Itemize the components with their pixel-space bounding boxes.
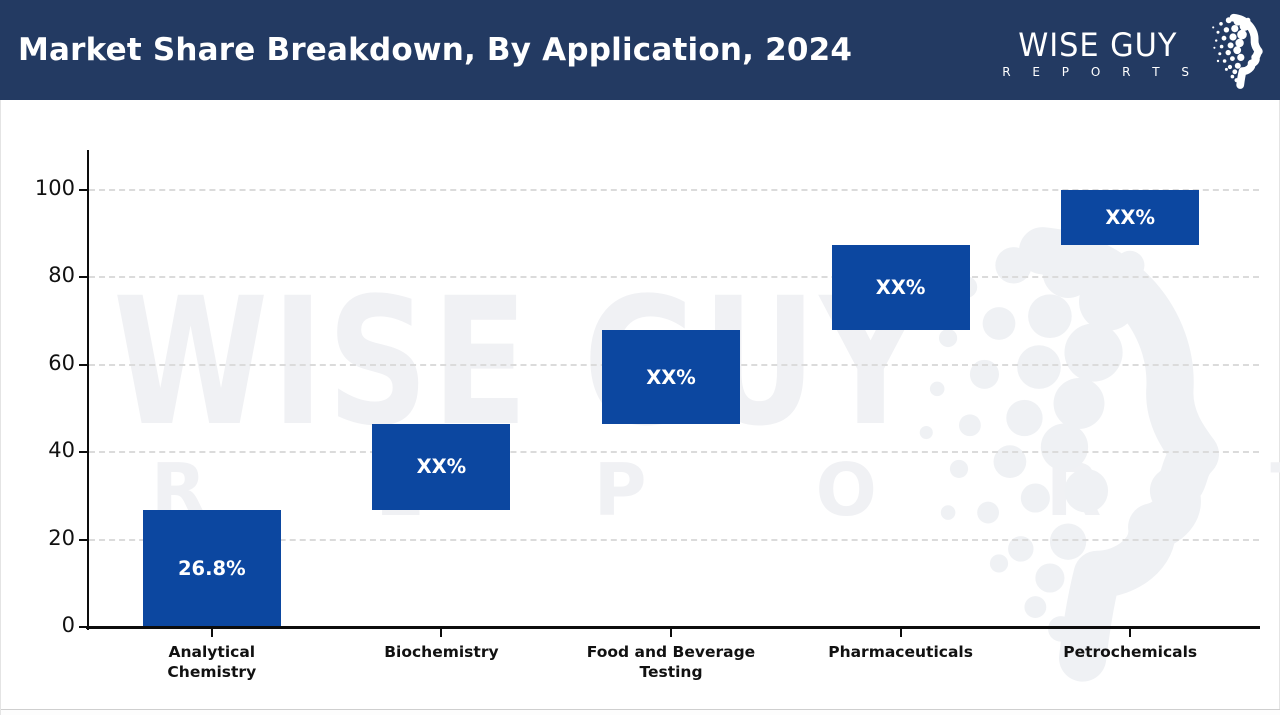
x-tick-mark [440, 629, 443, 637]
bar-value-label: XX% [646, 365, 696, 389]
y-tick-label: 0 [61, 613, 75, 637]
bottom-divider [1, 709, 1280, 715]
chart-area: WISE GUY R E P O R T S 02040608010026.8%… [0, 100, 1280, 715]
y-tick-label: 20 [48, 525, 75, 550]
x-tick-mark [670, 629, 672, 637]
y-tick-mark [79, 276, 87, 279]
bar-segment: 26.8% [142, 509, 281, 627]
gridline [89, 188, 1259, 191]
x-category-label: Food and Beverage Testing [586, 643, 756, 682]
bar-value-label: XX% [1105, 205, 1155, 229]
gridline [89, 538, 1259, 541]
x-category-label: Biochemistry [384, 643, 499, 661]
x-tick-mark [899, 629, 902, 637]
gridline [89, 451, 1259, 454]
dotted-head-icon [1212, 13, 1263, 89]
y-tick-mark [79, 363, 87, 366]
logo-line2: R E P O R T S [1002, 64, 1198, 79]
header-band: Market Share Breakdown, By Application, … [0, 0, 1280, 100]
bar-segment: XX% [602, 330, 740, 425]
logo-wordmark: WISE GUY R E P O R T S [998, 26, 1198, 79]
x-category-label: Petrochemicals [1063, 643, 1198, 661]
x-tick-mark [210, 629, 213, 637]
bar-segment: XX% [372, 424, 511, 510]
y-tick-mark [79, 451, 87, 454]
bar-value-label: XX% [416, 455, 467, 479]
y-tick-label: 60 [48, 350, 75, 375]
bar-value-label: 26.8% [177, 556, 246, 580]
watermark-head-icon [912, 227, 1220, 682]
y-axis-line [87, 150, 89, 630]
chart-title: Market Share Breakdown, By Application, … [18, 32, 853, 68]
bar-segment: XX% [831, 245, 970, 330]
bar-value-label: XX% [875, 276, 926, 300]
y-tick-mark [79, 626, 87, 628]
x-category-label: Analytical Chemistry [167, 643, 257, 682]
logo-line1: WISE GUY [1018, 25, 1178, 64]
gridline [89, 276, 1259, 279]
bar-segment: XX% [1061, 189, 1200, 246]
x-category-label: Pharmaceuticals [828, 643, 973, 661]
x-axis-line [86, 626, 1260, 629]
wiseguy-logo: WISE GUY R E P O R T S [998, 12, 1266, 92]
x-tick-mark [1129, 629, 1132, 637]
y-tick-mark [79, 188, 87, 191]
y-tick-label: 100 [34, 175, 75, 200]
y-tick-label: 40 [48, 438, 75, 463]
y-tick-mark [79, 538, 87, 541]
watermark-text-wiseguy: WISE GUY [113, 260, 925, 465]
y-tick-label: 80 [48, 263, 75, 288]
